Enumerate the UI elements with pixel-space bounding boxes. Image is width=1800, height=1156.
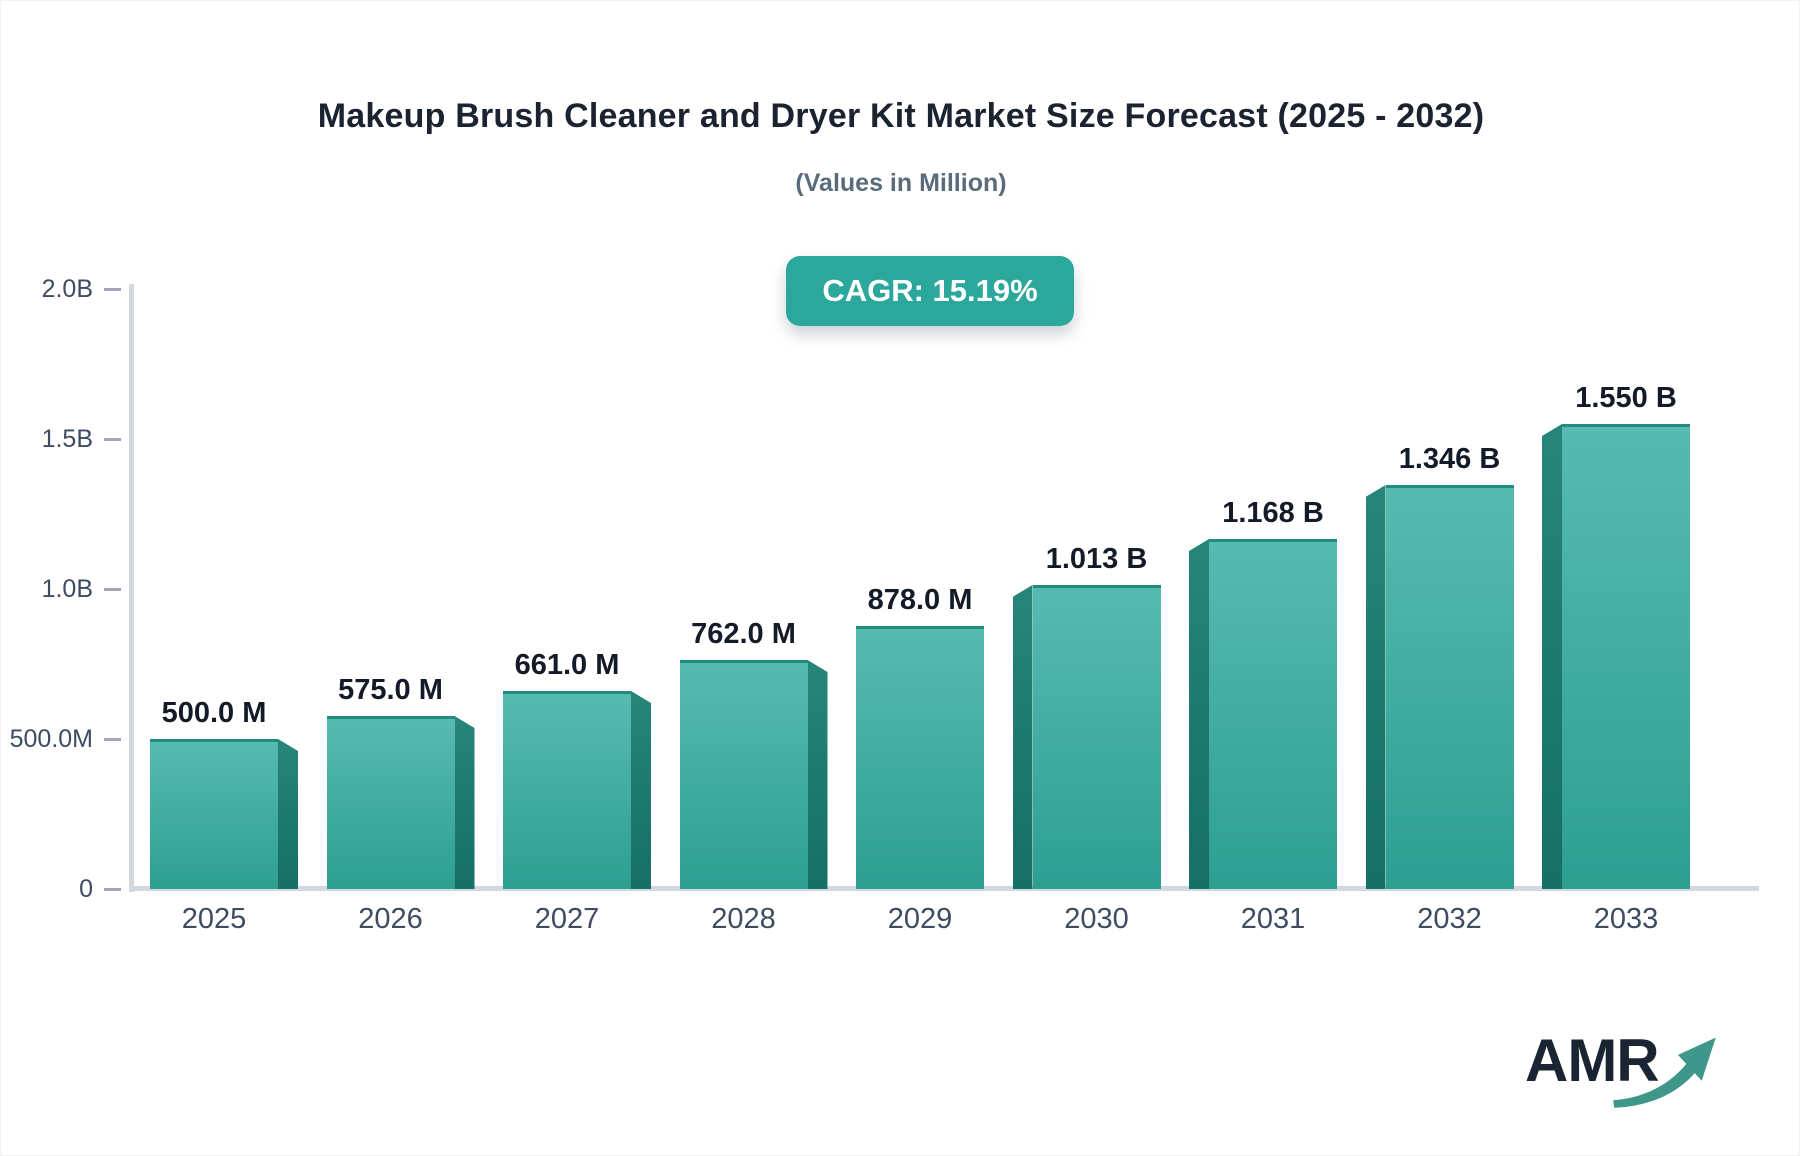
bar-side-2028 xyxy=(807,660,828,889)
y-axis-tick-label: 2.0B xyxy=(41,275,93,303)
bar-value-label-2027: 661.0 M xyxy=(514,649,620,681)
x-axis-label-2029: 2029 xyxy=(887,903,953,935)
bar-side-2033 xyxy=(1542,424,1562,889)
bar-2026 xyxy=(326,716,455,889)
bar-value-label-2029: 878.0 M xyxy=(867,584,973,616)
bar-side-2032 xyxy=(1365,485,1386,889)
bar-2031 xyxy=(1209,539,1337,889)
y-axis-tick-label: 1.0B xyxy=(41,575,93,603)
bar-value-label-2031: 1.168 B xyxy=(1222,497,1324,529)
chart-subtitle: (Values in Million) xyxy=(795,169,1007,197)
y-axis-tick-label: 0 xyxy=(79,875,93,903)
amr-logo-text: AMR xyxy=(1525,1027,1660,1094)
bar-side-2026 xyxy=(454,716,475,889)
x-axis-label-2025: 2025 xyxy=(181,903,247,935)
bar-2027 xyxy=(503,691,631,889)
bar-2025 xyxy=(150,739,278,889)
growth-arrow-icon xyxy=(1613,1037,1716,1108)
bar-2030 xyxy=(1032,585,1161,889)
y-axis-tick-mark xyxy=(104,588,121,591)
bar-value-label-2033: 1.550 B xyxy=(1575,382,1677,414)
bar-2032 xyxy=(1385,485,1514,889)
x-axis-label-2028: 2028 xyxy=(711,903,776,935)
x-axis-label-2031: 2031 xyxy=(1240,903,1306,935)
bar-2033 xyxy=(1562,424,1690,889)
x-axis-label-2032: 2032 xyxy=(1417,903,1482,935)
y-axis-tick-mark xyxy=(104,738,121,741)
chart-title: Makeup Brush Cleaner and Dryer Kit Marke… xyxy=(317,97,1485,135)
bar-value-label-2030: 1.013 B xyxy=(1045,543,1148,575)
bar-value-label-2025: 500.0 M xyxy=(161,697,267,729)
y-axis-tick-label: 500.0M xyxy=(9,725,93,753)
y-axis-tick-mark xyxy=(104,288,121,291)
bar-side-2027 xyxy=(631,691,651,889)
y-axis-tick-label: 1.5B xyxy=(41,425,93,453)
bar-side-2025 xyxy=(278,739,298,889)
bar-value-label-2032: 1.346 B xyxy=(1398,443,1501,475)
y-axis-line xyxy=(129,284,134,892)
x-axis-label-2027: 2027 xyxy=(534,903,600,935)
y-axis-tick-mark xyxy=(104,438,121,441)
cagr-badge-label: CAGR: 15.19% xyxy=(822,273,1038,308)
x-axis-label-2033: 2033 xyxy=(1593,903,1659,935)
cagr-badge: CAGR: 15.19% xyxy=(786,256,1074,326)
x-axis-label-2030: 2030 xyxy=(1064,903,1129,935)
bar-2029 xyxy=(856,626,984,889)
bar-2028 xyxy=(679,660,808,889)
bar-value-label-2026: 575.0 M xyxy=(338,674,443,706)
amr-logo: AMR xyxy=(1525,1031,1725,1117)
bar-value-label-2028: 762.0 M xyxy=(691,618,796,650)
y-axis-tick-mark xyxy=(104,888,121,891)
bar-side-2031 xyxy=(1189,539,1209,889)
bar-side-2030 xyxy=(1012,585,1033,889)
x-axis-label-2026: 2026 xyxy=(358,903,423,935)
